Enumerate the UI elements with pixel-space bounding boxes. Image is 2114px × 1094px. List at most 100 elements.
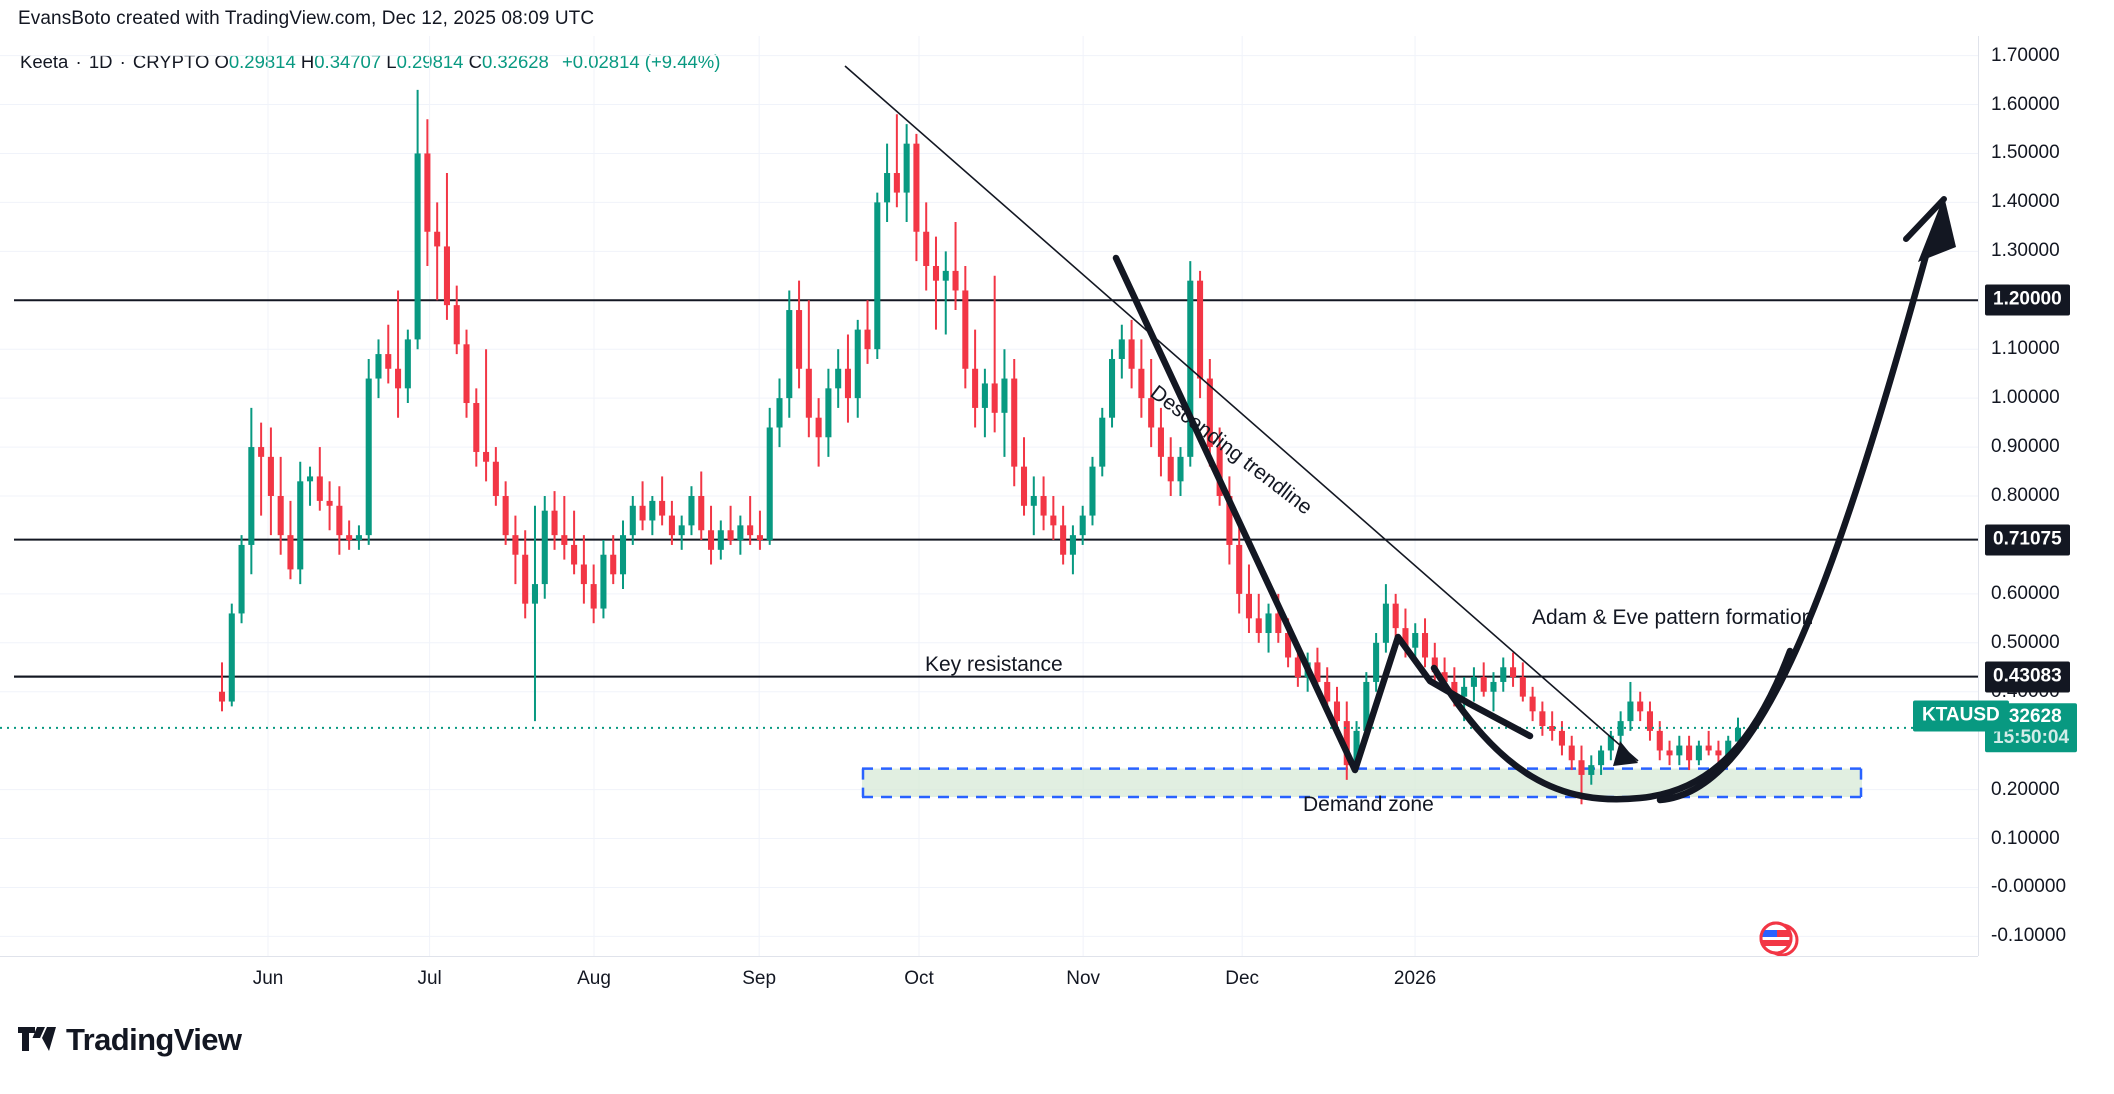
candle-body — [434, 231, 441, 247]
price-level-badge[interactable]: 0.71075 — [1985, 524, 2070, 556]
candle-body — [541, 510, 548, 585]
candle-body — [1089, 466, 1096, 516]
candle-body — [668, 515, 675, 536]
ticker-tag[interactable]: KTAUSD — [1913, 700, 2009, 732]
legend-high-label: H — [300, 51, 315, 72]
candle-body — [991, 383, 998, 413]
time-tick: Aug — [577, 968, 611, 989]
candle-body — [473, 403, 480, 452]
candle-body — [561, 535, 568, 545]
candle-body — [776, 398, 783, 428]
candle-body — [453, 305, 460, 345]
candle-body — [1099, 417, 1106, 467]
candle-body — [346, 535, 353, 541]
candle-body — [1324, 681, 1331, 702]
price-tick: 1.10000 — [1991, 338, 2060, 360]
chart-plot-area[interactable] — [0, 36, 1978, 956]
time-tick: Nov — [1066, 968, 1101, 989]
candle-body — [1510, 667, 1517, 678]
legend-close-value: 0.32628 — [481, 51, 549, 72]
candle-body — [1686, 745, 1693, 761]
candle-body — [395, 368, 402, 389]
candle-body — [512, 535, 519, 555]
candle-body — [1197, 280, 1204, 379]
candle-body — [228, 613, 235, 702]
candle-body — [1441, 672, 1448, 682]
candle-body — [727, 530, 734, 541]
candle-body — [1001, 378, 1008, 413]
candle-body — [766, 427, 773, 541]
time-tick: Oct — [904, 968, 934, 989]
candle-body — [1607, 735, 1614, 751]
candle-body — [1177, 456, 1184, 482]
time-tick: Dec — [1225, 968, 1260, 989]
legend-close-label: C — [468, 51, 482, 72]
candle-body — [1079, 515, 1086, 536]
candle-body — [1343, 721, 1350, 766]
candle-body — [1040, 496, 1047, 516]
candle-body — [629, 505, 636, 536]
candle-body — [874, 202, 881, 350]
candle-body — [336, 505, 343, 536]
projection-arrow-barb — [1903, 196, 1947, 242]
candle-body — [1382, 603, 1389, 643]
live-price-value: 0.32628 — [1993, 706, 2062, 728]
price-axis[interactable]: 1.70000 1.60000 1.50000 1.40000 1.30000 1.100… — [1978, 36, 2114, 956]
adam-eve-label[interactable]: Adam & Eve pattern formation — [1532, 606, 1814, 629]
candle-body — [805, 368, 812, 418]
candle-body — [659, 500, 666, 516]
candle-body — [717, 530, 724, 550]
time-tick: Jul — [417, 968, 442, 989]
descending-trendline-arrowhead — [1613, 741, 1638, 766]
key-resistance-label[interactable]: Key resistance — [925, 653, 1063, 676]
candle-body — [483, 451, 490, 462]
candle-body — [1568, 745, 1575, 761]
candle-body — [913, 143, 920, 232]
adam-leg-zigzag[interactable] — [1112, 254, 1534, 774]
candle-body — [1431, 657, 1438, 673]
price-tick: 1.30000 — [1991, 240, 2060, 262]
legend-high-value: 0.34707 — [314, 51, 382, 72]
candle-body — [1314, 662, 1321, 682]
candle-body — [1069, 535, 1076, 555]
descending-trendline[interactable] — [844, 65, 1639, 762]
candle-body — [835, 368, 842, 389]
candle-body — [297, 481, 304, 570]
candle-body — [316, 476, 323, 501]
candle-body — [678, 525, 685, 536]
candle-body — [1050, 515, 1057, 526]
price-level-badge[interactable]: 1.20000 — [1985, 284, 2070, 316]
bullish-projection-arrow[interactable] — [1656, 237, 1934, 804]
candle-body — [864, 329, 871, 350]
candle-body — [1470, 677, 1477, 687]
candle-body — [1392, 603, 1399, 629]
legend-interval[interactable]: 1D — [88, 51, 113, 72]
horizontal-resistance-lines[interactable] — [14, 299, 1978, 678]
price-level-badge[interactable]: 0.43083 — [1985, 661, 2070, 693]
demand-zone-label[interactable]: Demand zone — [1303, 793, 1434, 816]
candle-body — [404, 339, 411, 389]
candle-body — [756, 535, 763, 541]
time-axis[interactable]: Jun Jul Aug Sep Oct Nov Dec 2026 — [0, 956, 1978, 1001]
candle-body — [1490, 681, 1497, 692]
us-economic-event-flag[interactable] — [1759, 921, 1799, 956]
legend-symbol[interactable]: Keeta — [20, 51, 69, 72]
candle-body — [1529, 696, 1536, 712]
candle-body — [981, 383, 988, 408]
price-tick: -0.00000 — [1991, 876, 2067, 898]
candle-body — [1157, 427, 1164, 457]
candle-body — [1265, 613, 1272, 634]
candle-body — [952, 270, 959, 291]
candles — [218, 89, 1742, 805]
candle-body — [326, 500, 333, 506]
candle-body — [1011, 378, 1018, 467]
price-tick: 0.10000 — [1991, 827, 2060, 849]
tradingview-wordmark: TradingView — [66, 1022, 242, 1057]
candle-body — [903, 143, 910, 193]
candle-body — [1598, 750, 1605, 766]
price-tick: 1.70000 — [1991, 44, 2060, 66]
candle-body — [815, 417, 822, 438]
candle-body — [708, 530, 715, 550]
candle-body — [923, 231, 930, 266]
